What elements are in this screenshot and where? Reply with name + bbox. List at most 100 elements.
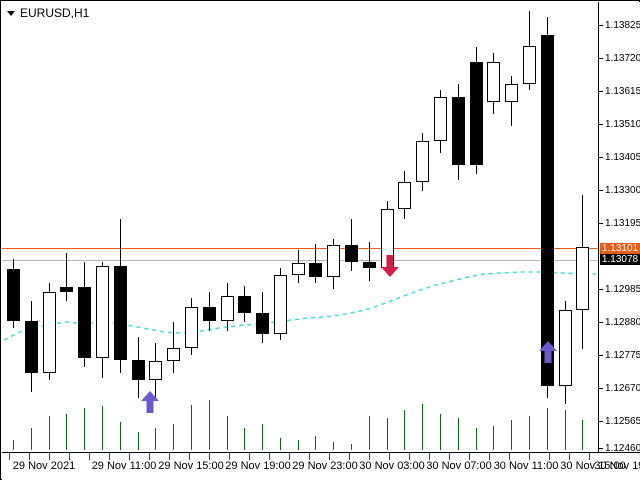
bid-price-tag[interactable]: 1.13078 <box>600 254 640 265</box>
candle-body <box>470 62 483 166</box>
candle-body <box>203 307 216 321</box>
volume-bar <box>173 424 174 450</box>
time-tick-mark <box>569 453 570 460</box>
time-tick-mark <box>189 453 190 460</box>
volume-bar <box>13 440 14 450</box>
candle-body <box>327 245 340 277</box>
price-tick-text: 1.13615 <box>605 85 640 97</box>
candle-body <box>452 97 465 166</box>
time-axis-label: 30 Nov 19:00 <box>594 460 640 472</box>
candle-body <box>434 97 447 141</box>
buy-arrow-1 <box>139 390 161 419</box>
candle-body <box>505 83 518 102</box>
candle-body <box>487 62 500 102</box>
candle-body <box>256 313 269 335</box>
price-tick-label: 1.13195 <box>599 218 640 229</box>
volume-bar <box>102 406 103 450</box>
tick-mark <box>599 289 603 290</box>
price-tick-label: 1.13615 <box>599 86 640 97</box>
time-axis-label: 29 Nov 23:00 <box>292 460 358 472</box>
price-tick-label: 1.13510 <box>599 119 640 130</box>
price-tick-text: 1.13195 <box>605 217 640 229</box>
time-tick-mark <box>149 453 150 460</box>
candle-wick <box>173 322 174 374</box>
buy-arrow-2 <box>537 340 559 369</box>
time-tick-mark <box>109 453 110 460</box>
price-tick-text: 1.12880 <box>605 316 640 328</box>
time-tick-mark <box>249 453 250 460</box>
symbol-label: EURUSD,H1 <box>20 6 90 20</box>
candle-body <box>78 287 91 359</box>
price-tick-label: 1.13300 <box>599 185 640 196</box>
candle-body <box>185 307 198 348</box>
price-tick-label: 1.13405 <box>599 152 640 163</box>
bid-level-line <box>2 260 598 261</box>
time-tick-mark <box>209 453 210 460</box>
volume-bar <box>49 416 50 450</box>
volume-bar <box>120 422 121 450</box>
candle-body <box>132 359 145 380</box>
time-tick-mark <box>309 453 310 460</box>
time-axis[interactable]: 29 Nov 2021 29 Nov 11:00 29 Nov 15:00 29 No… <box>2 452 640 480</box>
chevron-down-icon[interactable] <box>7 10 15 16</box>
time-axis-label: 30 Nov 11:00 <box>493 460 559 472</box>
volume-bar <box>476 428 477 450</box>
time-tick-mark <box>469 453 470 460</box>
tick-mark <box>599 388 603 389</box>
volume-bar <box>458 418 459 450</box>
price-tick-label: 1.12460 <box>599 443 640 454</box>
tick-mark <box>599 58 603 59</box>
price-tick-label: 1.12775 <box>599 350 640 361</box>
volume-bar <box>138 432 139 450</box>
tick-mark <box>599 25 603 26</box>
candle-body <box>114 266 127 360</box>
price-tick-text: 1.12985 <box>605 283 640 295</box>
time-tick-mark <box>269 453 270 460</box>
candle-body <box>416 140 429 182</box>
candle-body <box>274 275 287 335</box>
volume-bar <box>369 416 370 450</box>
candle-wick <box>66 252 67 301</box>
volume-bar <box>582 420 583 450</box>
volume-bar <box>262 424 263 450</box>
candle-wick <box>351 219 352 271</box>
tick-mark <box>599 190 603 191</box>
price-tick-text: 1.12565 <box>605 415 640 427</box>
time-tick-mark <box>229 453 230 460</box>
time-tick-mark <box>9 453 10 460</box>
price-tick-text: 1.13510 <box>605 118 640 130</box>
volume-bar <box>84 408 85 450</box>
time-tick-mark <box>389 453 390 460</box>
time-tick-mark <box>489 453 490 460</box>
price-tick-label: 1.13825 <box>599 20 640 31</box>
time-axis-label: 30 Nov 07:00 <box>426 460 492 472</box>
candle-body <box>292 263 305 276</box>
chart-plot-area[interactable] <box>2 2 598 452</box>
time-axis-label: 29 Nov 15:00 <box>158 460 224 472</box>
time-axis-label: 29 Nov 11:00 <box>91 460 157 472</box>
volume-bar <box>209 400 210 450</box>
candle-body <box>7 269 20 321</box>
symbol-title-bar[interactable]: EURUSD,H1 <box>7 6 89 20</box>
tick-mark <box>599 421 603 422</box>
volume-bar <box>298 440 299 450</box>
tick-mark <box>599 124 603 125</box>
volume-bar <box>333 442 334 450</box>
volume-bar <box>565 410 566 450</box>
candle-body <box>576 247 589 311</box>
tick-mark <box>599 157 603 158</box>
time-tick-mark <box>589 453 590 460</box>
volume-bar <box>280 438 281 450</box>
candle-body <box>345 245 358 262</box>
price-tick-text: 1.13825 <box>605 19 640 31</box>
volume-bar <box>493 426 494 450</box>
time-axis-label: 29 Nov 19:00 <box>225 460 291 472</box>
tick-mark <box>599 223 603 224</box>
price-axis[interactable]: 1.13825 1.13720 1.13615 1.13510 1.13405 1.133… <box>598 2 640 454</box>
time-axis-label: 29 Nov 2021 <box>12 460 76 472</box>
ask-price-tag[interactable]: 1.13101 <box>600 243 640 254</box>
candle-body <box>43 291 56 374</box>
volume-bar <box>387 418 388 450</box>
ask-level-line <box>2 248 598 249</box>
price-tick-label: 1.12565 <box>599 416 640 427</box>
